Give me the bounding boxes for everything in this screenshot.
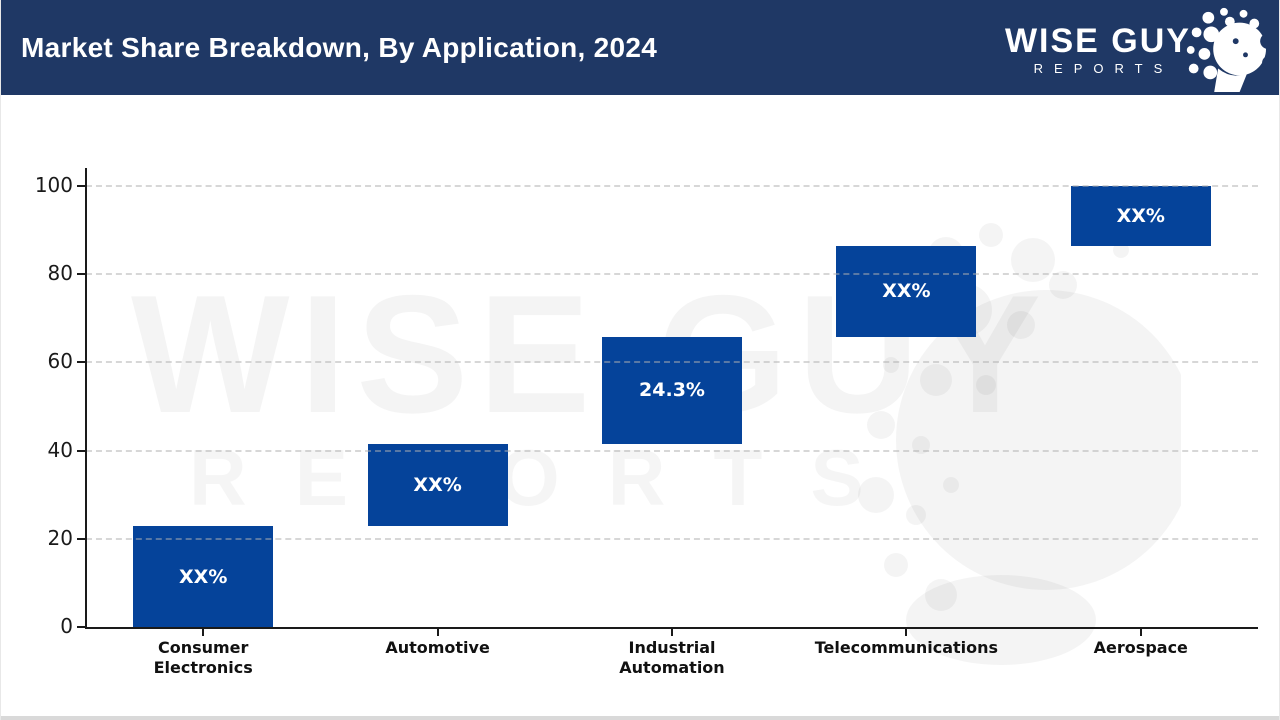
y-tick-mark-40 <box>77 449 86 452</box>
x-tick-mark-automotive <box>436 629 439 636</box>
y-tick-mark-80 <box>77 273 86 276</box>
bar-label-automotive: XX% <box>413 474 462 497</box>
gridline-100 <box>86 185 1258 187</box>
bar-label-industrial-automation: 24.3% <box>639 379 705 402</box>
logo-subtext: REPORTS <box>1033 61 1174 77</box>
y-tick-label-40: 40 <box>47 437 73 462</box>
category-label-aerospace: Aerospace <box>1093 638 1188 657</box>
x-tick-mark-industrial-automation <box>671 629 673 636</box>
x-tick-mark-consumer-electronics <box>202 629 205 636</box>
logo-wordmark: WISE GUY <box>1004 21 1191 60</box>
y-tick-label-80: 80 <box>47 261 73 286</box>
x-tick-mark-telecommunications <box>905 629 908 636</box>
y-tick-label-0: 0 <box>60 614 73 638</box>
gridline-40 <box>86 449 1258 452</box>
gridline-60 <box>86 361 1258 364</box>
y-tick-label-20: 20 <box>47 525 73 550</box>
bar-industrial-automation: 24.3% <box>602 336 742 444</box>
bar-automotive: XX% <box>367 443 508 527</box>
y-tick-label-100: 100 <box>34 173 73 197</box>
logo-text: WISE GUY REPORTS <box>1004 21 1191 77</box>
bar-aerospace: XX% <box>1070 186 1211 246</box>
header: Market Share Breakdown, By Application, … <box>1 0 1279 95</box>
bar-consumer-electronics: XX% <box>133 526 274 627</box>
y-axis <box>85 168 87 629</box>
category-label-telecommunications: Telecommunications <box>814 638 999 657</box>
y-tick-mark-20 <box>77 537 86 540</box>
x-axis <box>85 627 1258 629</box>
bar-label-aerospace: XX% <box>1116 204 1165 227</box>
page-title: Market Share Breakdown, By Application, … <box>21 31 658 63</box>
y-tick-mark-60 <box>77 361 86 364</box>
bar-label-consumer-electronics: XX% <box>179 565 228 588</box>
bar-label-telecommunications: XX% <box>882 280 931 303</box>
bar-telecommunications: XX% <box>836 245 977 337</box>
gridline-20 <box>86 537 1258 540</box>
category-label-consumer-electronics: Consumer Electronics <box>153 638 253 678</box>
y-tick-mark-0 <box>77 626 86 628</box>
y-tick-label-60: 60 <box>47 349 73 374</box>
logo-head-icon <box>1186 7 1267 92</box>
gridline-80 <box>86 273 1258 276</box>
category-label-automotive: Automotive <box>385 638 490 657</box>
y-tick-mark-100 <box>77 185 86 187</box>
bottom-border <box>1 716 1279 720</box>
wiseguy-logo: WISE GUY REPORTS <box>1004 6 1267 92</box>
x-tick-mark-aerospace <box>1139 629 1142 636</box>
category-label-industrial-automation: Industrial Automation <box>619 638 725 678</box>
